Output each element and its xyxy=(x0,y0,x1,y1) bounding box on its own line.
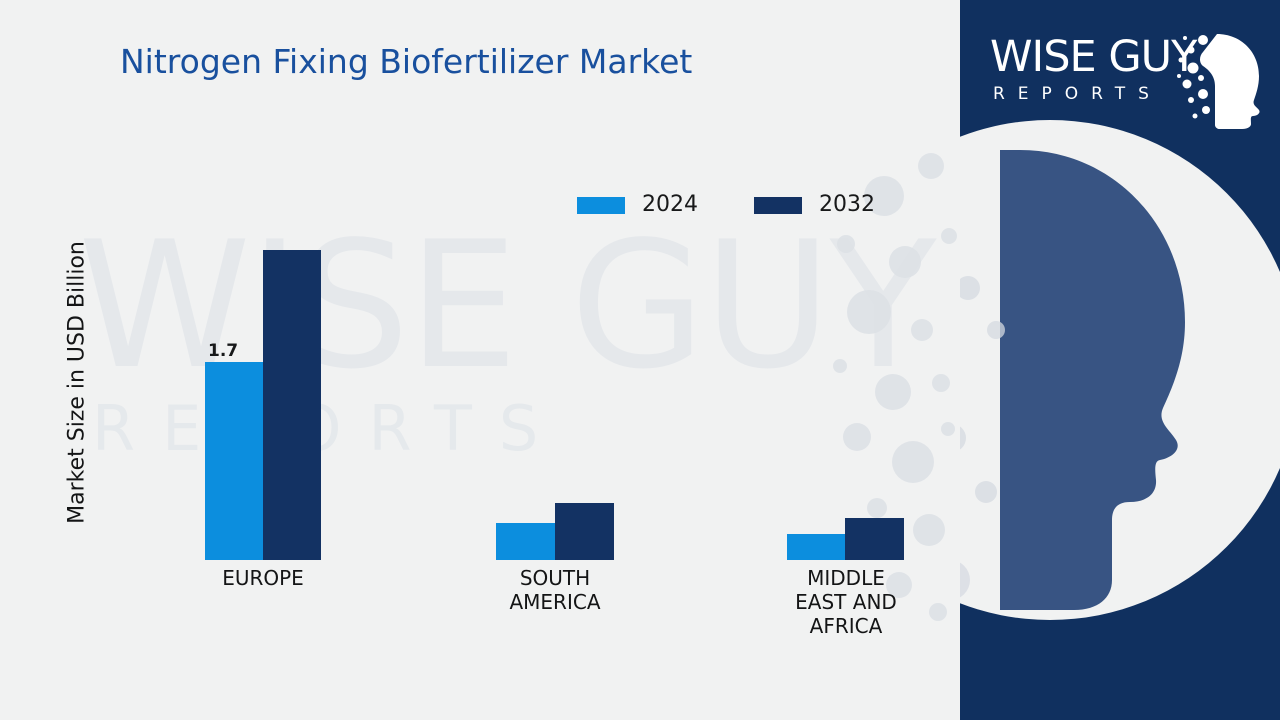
bar-europe-2032[interactable] xyxy=(263,250,321,560)
legend-swatch-2024 xyxy=(577,196,625,214)
y-axis-label: Market Size in USD Billion xyxy=(64,241,90,524)
category-label-south-america: SOUTH AMERICA xyxy=(509,566,601,614)
category-label-europe: EUROPE xyxy=(222,566,304,590)
logo-subtext: REPORTS xyxy=(993,84,1162,104)
bar-south-america-2024[interactable] xyxy=(496,523,555,560)
chart-legend: 2024 2032 xyxy=(577,194,875,216)
legend-swatch-2032 xyxy=(754,196,802,214)
dotted-head-icon xyxy=(1177,34,1260,129)
bar-middle-east-africa-2032[interactable] xyxy=(845,518,904,560)
brand-logo: WISE GUY REPORTS xyxy=(990,32,1260,129)
page-title: Nitrogen Fixing Biofertilizer Market xyxy=(120,42,693,81)
face-silhouette-icon xyxy=(1000,150,1185,610)
bar-middle-east-africa-2024[interactable] xyxy=(787,534,845,560)
brand-panel xyxy=(960,0,1280,720)
logo-wordmark: WISE GUY xyxy=(990,32,1197,82)
legend-item-2024[interactable]: 2024 xyxy=(577,194,698,216)
bar-value-europe-2024: 1.7 xyxy=(208,341,239,361)
plot-area: Market Size in USD Billion 1.7 EUROPE SO… xyxy=(64,241,904,638)
bar-europe-2024[interactable] xyxy=(205,362,263,560)
legend-label-2032: 2032 xyxy=(819,192,875,217)
category-label-middle-east-africa: MIDDLE EAST AND AFRICA xyxy=(795,566,897,638)
panel-circle-dots-icon xyxy=(960,276,1005,598)
legend-label-2024: 2024 xyxy=(642,192,698,217)
legend-item-2032[interactable]: 2032 xyxy=(754,194,875,216)
bar-south-america-2032[interactable] xyxy=(555,503,614,560)
